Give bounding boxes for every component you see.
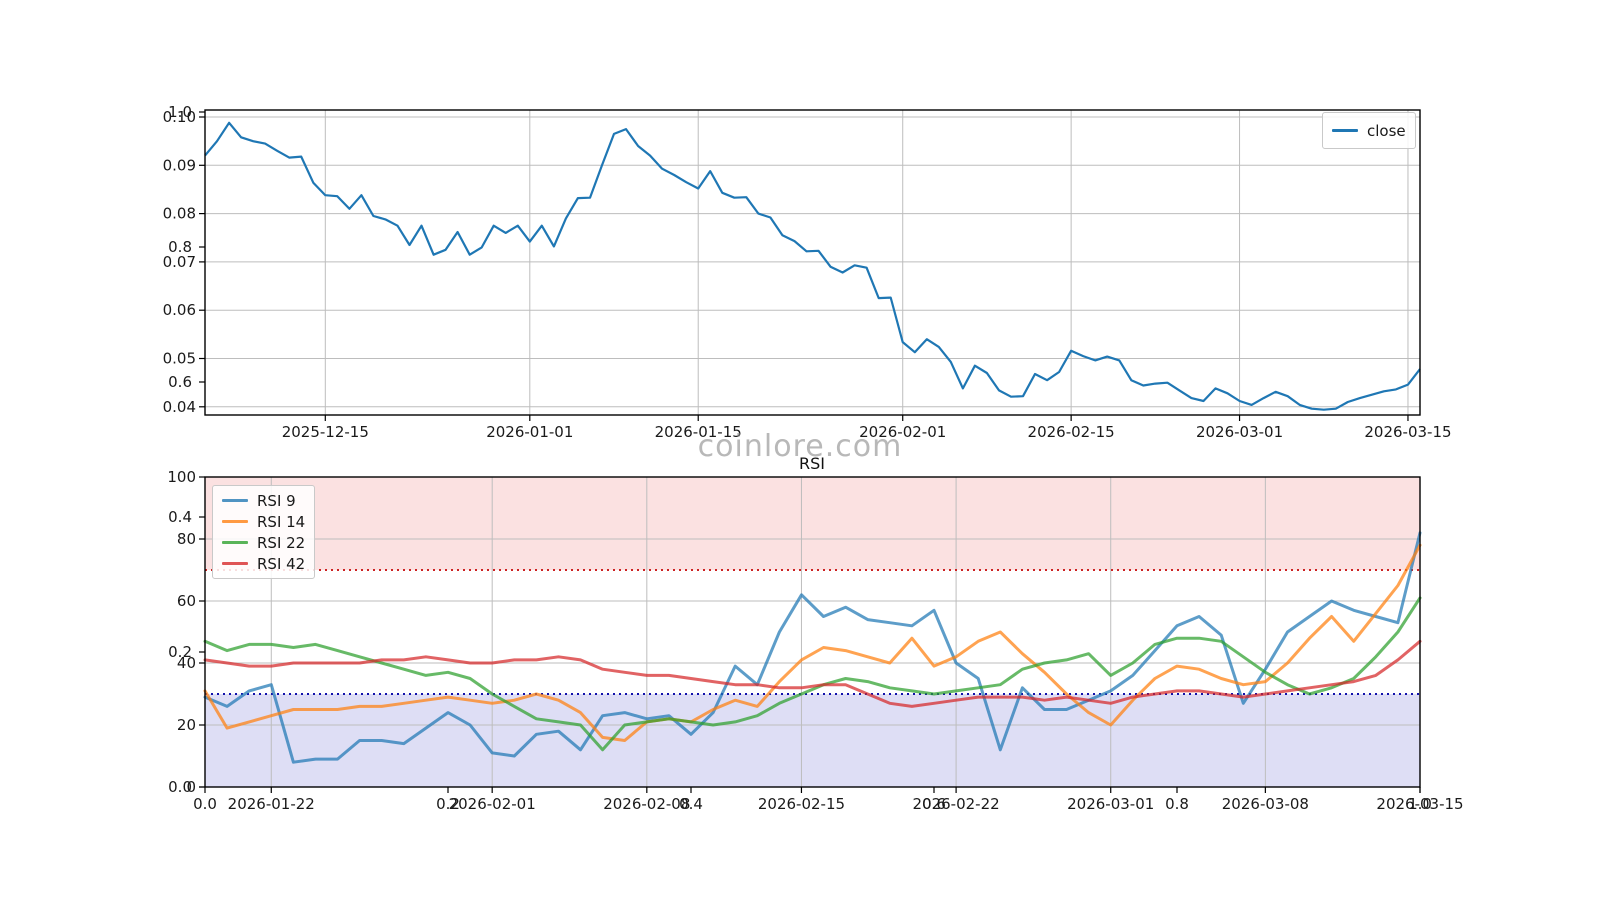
ghost-axis: 0.0 0.2 0.4 0.6 0.8 1.0 0.0 0.2 0.4 0.6 0.8 1.0 <box>168 103 1432 813</box>
legend-swatch <box>222 541 248 544</box>
price-plot: 0.10 0.09 0.08 0.07 0.06 0.05 0.04 2025-12-15 20… <box>163 108 1452 441</box>
legend-item-rsi-14: RSI 14 <box>222 511 305 532</box>
price-y-tick-label: 0.08 <box>163 205 196 223</box>
legend-item-close: close <box>1332 120 1406 141</box>
rsi-y-tick-label: 0 <box>186 778 196 796</box>
rsi-chart-title: RSI <box>799 454 825 473</box>
ghost-x-tick-label: 0.8 <box>1165 795 1189 813</box>
price-y-tick-label: 0.07 <box>163 253 196 271</box>
rsi-x-tick-label: 2026-03-01 <box>1067 795 1154 813</box>
legend-label: RSI 22 <box>257 533 306 552</box>
close-line <box>204 121 1421 411</box>
ghost-y-tick-label: 0.2 <box>168 643 192 661</box>
rsi-y-tick-label: 60 <box>177 592 196 610</box>
rsi-9-line <box>203 531 1422 764</box>
legend-label: RSI 14 <box>257 512 306 531</box>
legend-swatch <box>222 499 248 502</box>
legend-item-rsi-42: RSI 42 <box>222 553 305 574</box>
rsi-x-tick-label: 2026-01-22 <box>228 795 315 813</box>
price-plot-bg <box>205 110 1420 415</box>
rsi-x-tick-label: 2026-03-15 <box>1376 795 1463 813</box>
price-y-tick-label: 0.04 <box>163 398 196 416</box>
price-y-tick-label: 0.06 <box>163 301 196 319</box>
rsi-x-tick-label: 2026-02-01 <box>449 795 536 813</box>
legend-item-rsi-9: RSI 9 <box>222 490 305 511</box>
close-line-swatch <box>1332 129 1358 132</box>
rsi-x-tick-label: 2026-02-15 <box>758 795 845 813</box>
price-x-tick-label: 2026-02-15 <box>1028 423 1115 441</box>
ghost-y-tick-label: 1.0 <box>168 103 192 121</box>
ghost-y-tick-label: 0.0 <box>168 778 192 796</box>
rsi-14-line <box>203 543 1422 742</box>
rsi-legend: RSI 9 RSI 14 RSI 22 RSI 42 <box>212 485 316 579</box>
price-x-tick-label: 2026-02-01 <box>859 423 946 441</box>
rsi-x-tick-label: 2026-02-08 <box>603 795 690 813</box>
rsi-22-line <box>203 596 1422 752</box>
price-x-tick-label: 2026-03-15 <box>1364 423 1451 441</box>
ghost-x-tick-label: 0.2 <box>436 795 460 813</box>
price-y-tick-label: 0.09 <box>163 156 196 174</box>
price-x-tick-label: 2026-01-15 <box>655 423 742 441</box>
ghost-y-tick-label: 0.8 <box>168 238 192 256</box>
price-y-tick-label: 0.10 <box>163 108 196 126</box>
legend-item-rsi-22: RSI 22 <box>222 532 305 553</box>
ghost-x-tick-label: 0.0 <box>193 795 217 813</box>
price-x-tick-label: 2026-01-01 <box>486 423 573 441</box>
legend-label: RSI 42 <box>257 554 306 573</box>
rsi-x-tick-label: 2026-02-22 <box>912 795 999 813</box>
ghost-x-tick-label: 0.4 <box>679 795 703 813</box>
price-x-tick-label: 2025-12-15 <box>282 423 369 441</box>
rsi-y-tick-label: 80 <box>177 530 196 548</box>
price-legend: close <box>1322 112 1416 149</box>
ghost-x-tick-label: 0.6 <box>922 795 946 813</box>
rsi-y-tick-label: 100 <box>167 468 196 486</box>
watermark: coinlore.com <box>697 429 903 464</box>
ghost-y-tick-label: 0.6 <box>168 373 192 391</box>
legend-swatch <box>222 520 248 523</box>
legend-label-close: close <box>1367 121 1406 140</box>
rsi-42-line <box>203 639 1422 708</box>
rsi-y-tick-label: 20 <box>177 716 196 734</box>
rsi-y-tick-label: 40 <box>177 654 196 672</box>
rsi-plot: 100 80 60 40 20 0 2026-01-22 2026-02-01 2026-02-… <box>167 468 1463 813</box>
rsi-x-tick-label: 2026-03-08 <box>1222 795 1309 813</box>
ghost-x-tick-label: 1.0 <box>1408 795 1432 813</box>
price-x-tick-label: 2026-03-01 <box>1196 423 1283 441</box>
rsi-plot-border <box>204 476 1421 788</box>
legend-swatch <box>222 562 248 565</box>
price-y-tick-label: 0.05 <box>163 350 196 368</box>
ghost-y-tick-label: 0.4 <box>168 508 192 526</box>
overbought-band <box>205 477 1420 570</box>
legend-label: RSI 9 <box>257 491 296 510</box>
